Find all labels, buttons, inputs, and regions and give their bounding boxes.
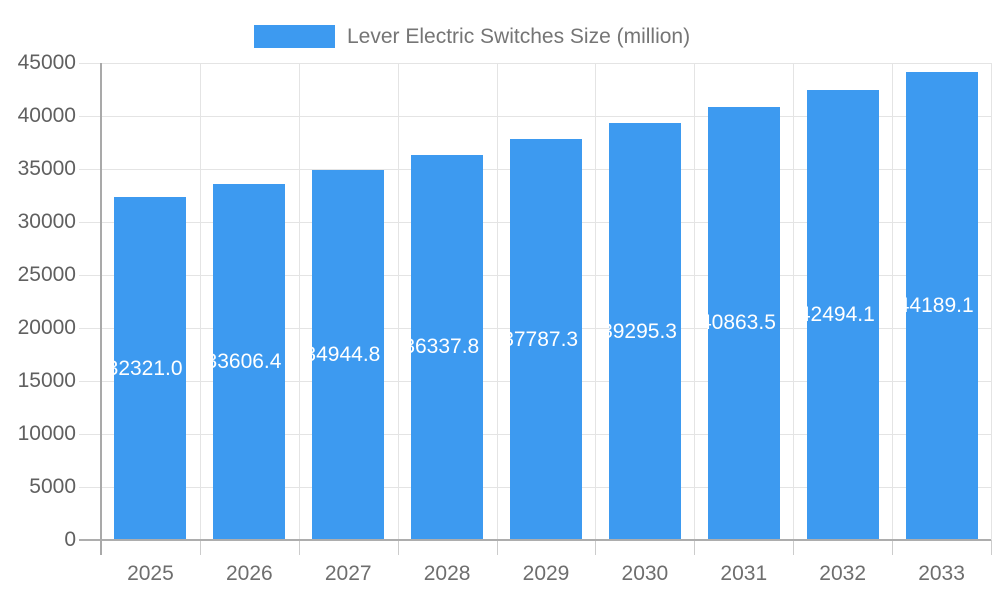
bar-2026[interactable] <box>213 183 286 540</box>
bar-2025[interactable] <box>114 197 187 540</box>
x-axis-tick <box>397 540 399 555</box>
y-axis-tick-label: 30000 <box>17 210 76 233</box>
bar-2032[interactable] <box>806 89 879 540</box>
x-axis-tick <box>199 540 201 555</box>
y-axis-tick-label: 10000 <box>17 422 76 445</box>
v-gridline <box>298 63 300 540</box>
x-axis-tick <box>694 540 696 555</box>
y-axis-tick-label: 45000 <box>17 51 76 74</box>
x-axis-tick <box>595 540 597 555</box>
bar-2030[interactable] <box>608 123 681 540</box>
bar-2033[interactable] <box>905 71 978 540</box>
y-axis-tick-label: 5000 <box>29 475 76 498</box>
x-axis-label-2027: 2027 <box>324 562 372 585</box>
x-axis-label-2026: 2026 <box>225 562 273 585</box>
y-axis-line <box>100 63 102 555</box>
y-axis-tick-label: 35000 <box>17 157 76 180</box>
legend-swatch[interactable] <box>254 25 335 48</box>
legend-label[interactable]: Lever Electric Switches Size (million) <box>347 24 691 48</box>
v-gridline <box>397 63 399 540</box>
v-gridline <box>496 63 498 540</box>
x-axis-label-2028: 2028 <box>423 562 471 585</box>
y-axis-tick-label: 0 <box>64 528 76 551</box>
x-axis-label-2032: 2032 <box>819 562 867 585</box>
x-axis-label-2029: 2029 <box>522 562 570 585</box>
x-axis-label-2033: 2033 <box>918 562 965 585</box>
x-axis-tick <box>793 540 795 555</box>
bar-2029[interactable] <box>510 139 582 540</box>
x-axis-tick <box>892 540 894 555</box>
y-axis-tick-label: 25000 <box>17 263 76 286</box>
v-gridline <box>595 63 597 540</box>
y-axis-tick-label: 15000 <box>17 369 76 392</box>
x-axis-tick <box>991 540 992 555</box>
v-gridline <box>694 63 696 540</box>
v-gridline <box>991 63 992 540</box>
y-axis-tick-label: 20000 <box>17 316 76 339</box>
y-axis-tick-label: 40000 <box>17 104 76 127</box>
v-gridline <box>199 63 201 540</box>
x-axis-label-2031: 2031 <box>720 562 768 585</box>
legend[interactable]: Lever Electric Switches Size (million) <box>254 25 690 48</box>
h-gridline <box>79 116 991 117</box>
bar-2027[interactable] <box>312 169 385 540</box>
h-gridline <box>79 63 991 64</box>
bar-2028[interactable] <box>411 154 484 540</box>
x-axis-label-2025: 2025 <box>127 562 174 585</box>
x-axis-label-2030: 2030 <box>621 562 669 585</box>
x-axis-tick <box>496 540 498 555</box>
x-axis-line <box>79 539 991 541</box>
bar-2031[interactable] <box>707 106 780 540</box>
v-gridline <box>793 63 795 540</box>
v-gridline <box>892 63 894 540</box>
x-axis-tick <box>298 540 300 555</box>
